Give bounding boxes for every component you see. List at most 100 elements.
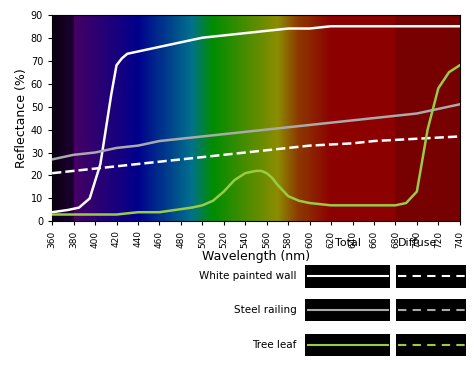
Bar xyxy=(410,15,411,221)
Bar xyxy=(182,15,183,221)
Bar xyxy=(359,15,360,221)
Bar xyxy=(53,15,54,221)
Bar xyxy=(291,15,292,221)
Bar xyxy=(119,15,120,221)
Bar xyxy=(244,15,245,221)
Bar xyxy=(61,15,63,221)
Bar xyxy=(459,15,460,221)
Bar xyxy=(157,15,158,221)
Bar xyxy=(456,15,457,221)
Bar xyxy=(305,334,391,356)
Bar xyxy=(255,15,256,221)
Bar xyxy=(210,15,211,221)
Bar xyxy=(386,15,387,221)
Bar xyxy=(430,15,431,221)
Bar xyxy=(105,15,106,221)
Bar xyxy=(177,15,178,221)
Bar xyxy=(292,15,293,221)
Bar xyxy=(398,15,399,221)
Bar xyxy=(326,15,327,221)
Bar xyxy=(442,15,444,221)
Bar xyxy=(195,15,196,221)
Bar xyxy=(322,15,323,221)
Bar xyxy=(356,15,357,221)
Bar xyxy=(306,15,307,221)
Bar xyxy=(79,15,80,221)
Bar xyxy=(60,15,61,221)
Bar xyxy=(289,15,290,221)
Bar xyxy=(229,15,230,221)
Bar xyxy=(246,15,247,221)
Bar xyxy=(112,15,113,221)
Bar xyxy=(147,15,148,221)
Bar xyxy=(325,15,326,221)
Bar xyxy=(72,15,73,221)
Bar xyxy=(407,15,408,221)
Text: Diffuse: Diffuse xyxy=(398,238,438,248)
Bar xyxy=(224,15,225,221)
Bar xyxy=(335,15,336,221)
Bar xyxy=(230,15,231,221)
Bar xyxy=(54,15,55,221)
Bar xyxy=(307,15,308,221)
Bar xyxy=(206,15,208,221)
Y-axis label: Reflectance (%): Reflectance (%) xyxy=(15,68,28,168)
Bar xyxy=(433,15,434,221)
Bar xyxy=(370,15,371,221)
Bar xyxy=(419,15,420,221)
Bar xyxy=(124,15,125,221)
Bar xyxy=(305,299,391,321)
Bar xyxy=(104,15,105,221)
Bar xyxy=(365,15,366,221)
Text: Tree leaf: Tree leaf xyxy=(252,340,296,350)
Bar xyxy=(393,15,394,221)
Bar xyxy=(333,15,334,221)
Bar xyxy=(316,15,317,221)
Bar xyxy=(235,15,236,221)
Bar xyxy=(240,15,241,221)
Bar xyxy=(447,15,448,221)
Bar xyxy=(114,15,116,221)
Bar xyxy=(319,15,320,221)
Bar xyxy=(281,15,282,221)
Bar xyxy=(448,15,449,221)
Bar xyxy=(66,15,67,221)
Bar xyxy=(379,15,380,221)
Bar xyxy=(280,15,281,221)
Bar xyxy=(428,15,429,221)
Bar xyxy=(238,15,239,221)
Bar xyxy=(214,15,215,221)
Bar xyxy=(418,15,419,221)
Bar xyxy=(387,15,388,221)
Bar xyxy=(357,15,359,221)
Bar xyxy=(287,15,288,221)
Bar xyxy=(382,15,383,221)
Bar xyxy=(272,15,273,221)
Bar xyxy=(109,15,110,221)
Bar xyxy=(425,15,426,221)
Bar xyxy=(190,15,191,221)
Bar xyxy=(249,15,250,221)
Bar xyxy=(373,15,374,221)
Bar xyxy=(81,15,82,221)
Bar xyxy=(181,15,182,221)
Bar xyxy=(91,15,92,221)
Bar xyxy=(445,15,446,221)
Bar xyxy=(116,15,117,221)
Bar xyxy=(455,15,456,221)
Bar xyxy=(300,15,301,221)
Bar xyxy=(293,15,294,221)
Bar xyxy=(196,15,197,221)
Bar xyxy=(347,15,348,221)
X-axis label: Wavelength (nm): Wavelength (nm) xyxy=(202,251,310,263)
Bar xyxy=(148,15,149,221)
Bar xyxy=(96,15,97,221)
Bar xyxy=(130,15,131,221)
Bar xyxy=(212,15,214,221)
Bar xyxy=(283,15,284,221)
Bar xyxy=(65,15,66,221)
Bar xyxy=(346,15,347,221)
Bar xyxy=(260,15,261,221)
Bar xyxy=(408,15,409,221)
Bar xyxy=(170,15,171,221)
